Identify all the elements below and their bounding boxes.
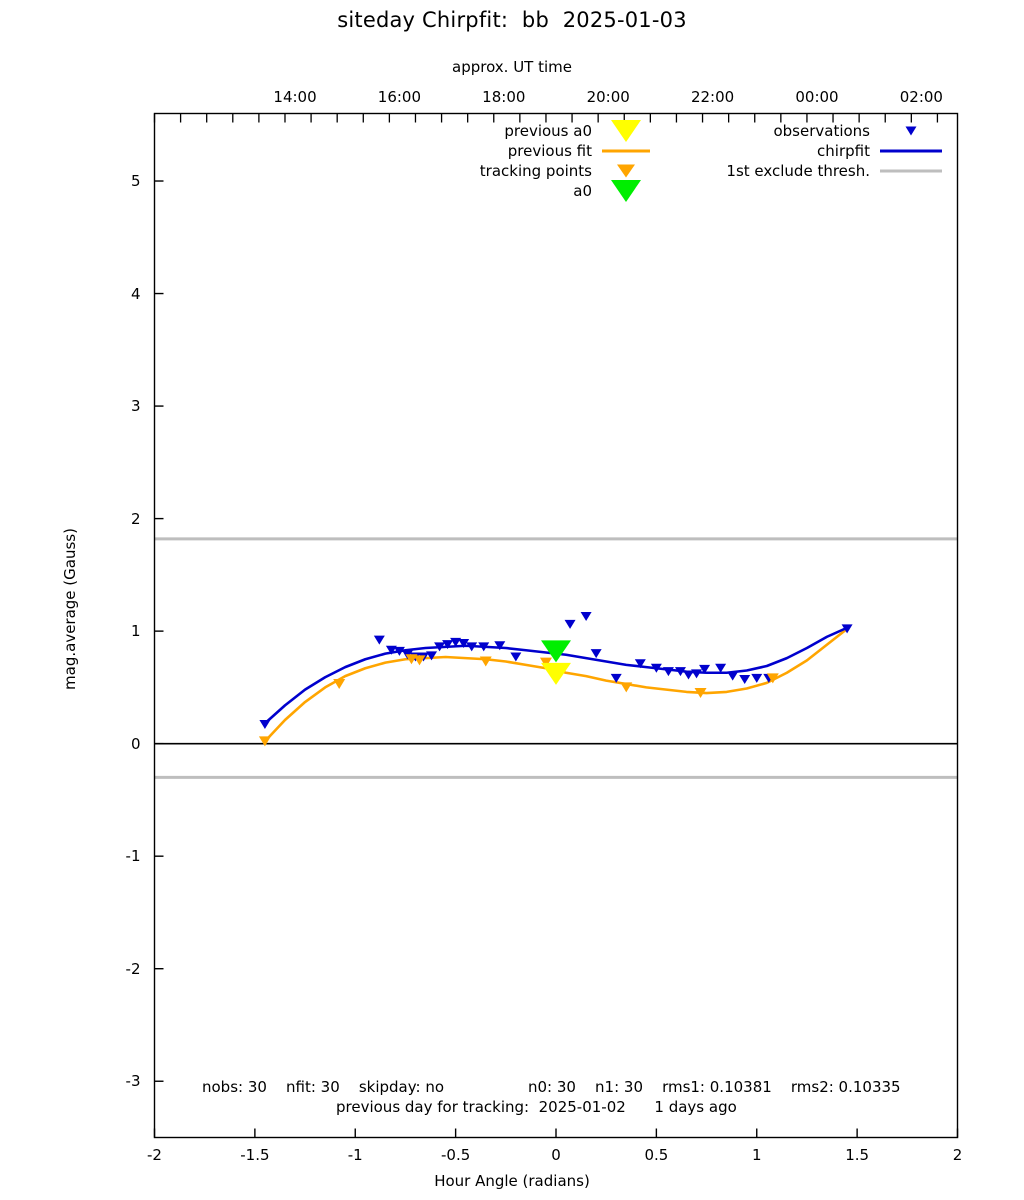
x-tick-label: 2 [952,1145,963,1164]
legend-label: previous a0 [504,122,592,140]
ut-tick-label: 20:00 [586,87,630,106]
y-tick-label: -3 [125,1072,141,1091]
threshold-lines [154,537,958,779]
legend-label: tracking points [479,162,592,180]
y-tick-label: 1 [130,622,141,641]
y-tick-label: 5 [130,172,141,191]
y-tick-label: 0 [130,734,141,753]
legend-label: 1st exclude thresh. [726,162,870,180]
ut-tick-label: 00:00 [795,87,839,106]
x-tick-label: -1.5 [240,1145,270,1164]
y-tick-label: 3 [130,397,141,416]
footer-stats-left: nobs: 30 nfit: 30 skipday: no [202,1078,445,1096]
x-axis-label: Hour Angle (radians) [434,1172,590,1190]
ut-tick-label: 16:00 [377,87,422,106]
ut-tick-label: 14:00 [273,87,317,106]
x-tick-label: 0 [551,1145,561,1164]
legend-markers [602,120,942,202]
x-tick-label: 0.5 [644,1145,669,1164]
footer-stats-right: n0: 30 n1: 30 rms1: 0.10381 rms2: 0.1033… [528,1078,901,1096]
ut-tick-label: 02:00 [899,87,943,106]
x-tick-label: -2 [147,1145,162,1164]
y-tick-label: 4 [130,284,141,303]
footer-tracking-note: previous day for tracking: 2025-01-02 1 … [336,1098,737,1116]
x-tick-label: -1 [347,1145,363,1164]
y-tick-label: -1 [125,847,141,866]
ut-tick-label: 22:00 [690,87,735,106]
plot-frame [153,112,959,1139]
ut-tick-label: 18:00 [482,87,526,106]
y-tick-label: 2 [130,509,141,528]
x-tick-label: -0.5 [440,1145,471,1164]
legend-label: a0 [573,182,592,200]
legend-label: previous fit [507,142,592,160]
x-tick-label: 1 [751,1145,762,1164]
axis-ticks [153,113,959,1138]
y-tick-label: -2 [125,959,141,978]
data-points [258,611,853,747]
page-title: siteday Chirpfit: bb 2025-01-03 [337,8,687,32]
legend-label: chirpfit [817,142,870,160]
legend-label: observations [773,122,870,140]
top-axis-label: approx. UT time [452,58,572,76]
x-tick-label: 1.5 [845,1145,870,1164]
